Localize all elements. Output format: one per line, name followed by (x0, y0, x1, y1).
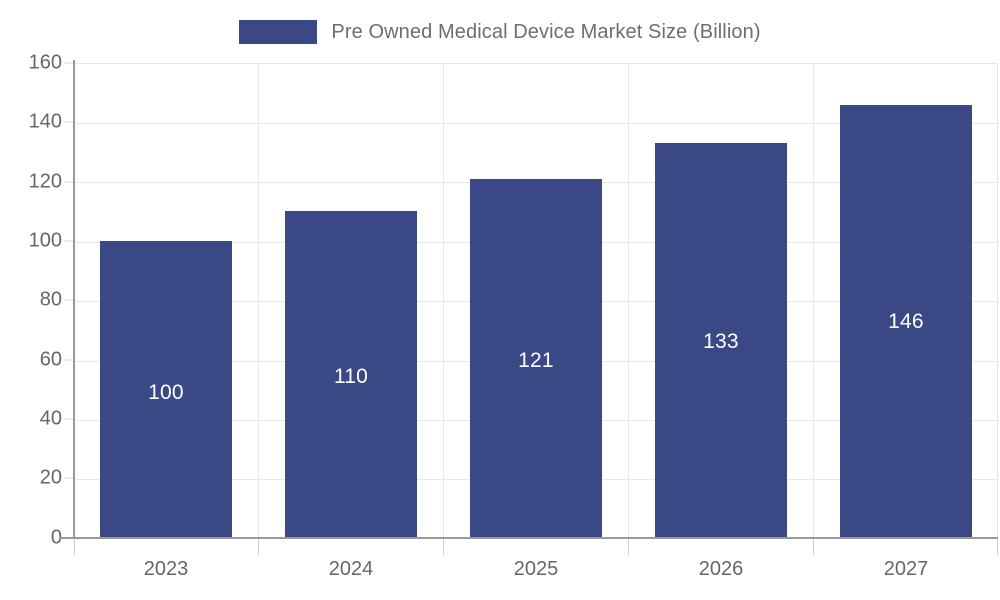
x-axis-line (60, 537, 998, 539)
y-axis-labels: 160 140 120 100 80 60 40 20 0 (0, 0, 62, 600)
x-axis-labels: 2023 2024 2025 2026 2027 (74, 558, 998, 592)
gridline-v-4 (813, 64, 814, 538)
gridline-v-2 (443, 64, 444, 538)
legend-label-series-1[interactable]: Pre Owned Medical Device Market Size (Bi… (331, 20, 761, 43)
x-tick-label-2023: 2023 (143, 558, 189, 580)
y-tickmark-160 (64, 62, 74, 64)
legend-swatch-series-1[interactable] (239, 20, 318, 44)
y-tickmark-80 (64, 299, 74, 301)
y-tick-label-100: 100 (28, 229, 62, 252)
gridline-v-1 (258, 64, 259, 538)
y-tickmark-20 (64, 477, 74, 479)
bar-series-group: 100 110 121 133 146 (74, 63, 998, 538)
x-tickmark-0 (74, 539, 75, 555)
bar-value-2027: 146 (888, 309, 924, 333)
x-tickmark-5 (997, 539, 998, 555)
bar-2025[interactable]: 121 (469, 178, 603, 538)
bar-2027[interactable]: 146 (839, 104, 973, 538)
bar-value-2025: 121 (518, 348, 554, 372)
bar-value-2026: 133 (703, 330, 739, 354)
bar-2024[interactable]: 110 (284, 211, 418, 538)
y-tickmark-120 (64, 181, 74, 183)
y-tickmark-60 (64, 359, 74, 361)
x-tickmark-2 (443, 539, 444, 555)
y-tick-label-80: 80 (39, 288, 62, 311)
x-tick-label-2026: 2026 (698, 558, 744, 580)
x-tick-label-2027: 2027 (883, 558, 929, 580)
x-tick-label-2025: 2025 (513, 558, 559, 580)
y-tickmark-40 (64, 418, 74, 420)
bar-value-2024: 110 (333, 365, 369, 389)
x-tickmark-3 (628, 539, 629, 555)
bar-slot-2023: 100 (74, 63, 258, 538)
bar-value-2023: 100 (148, 381, 184, 405)
chart-legend: Pre Owned Medical Device Market Size (Bi… (0, 14, 1000, 50)
y-tick-label-160: 160 (28, 51, 62, 74)
bar-slot-2024: 110 (259, 63, 443, 538)
bar-2026[interactable]: 133 (654, 143, 788, 538)
y-tick-label-60: 60 (39, 348, 62, 371)
y-tickmark-140 (64, 121, 74, 123)
bar-slot-2027: 146 (814, 63, 998, 538)
x-tickmark-4 (813, 539, 814, 555)
x-tick-label-2024: 2024 (328, 558, 374, 580)
bar-slot-2025: 121 (444, 63, 628, 538)
y-tick-label-20: 20 (39, 466, 62, 489)
bar-2023[interactable]: 100 (99, 241, 233, 538)
y-tick-label-120: 120 (28, 170, 62, 193)
y-axis-line (73, 60, 75, 539)
y-tick-label-140: 140 (28, 110, 62, 133)
x-tickmark-1 (258, 539, 259, 555)
y-tick-label-40: 40 (39, 407, 62, 430)
gridline-h-140 (74, 123, 997, 124)
y-tickmark-100 (64, 240, 74, 242)
gridline-v-3 (628, 64, 629, 538)
bar-slot-2026: 133 (629, 63, 813, 538)
y-tick-label-0: 0 (50, 526, 62, 549)
